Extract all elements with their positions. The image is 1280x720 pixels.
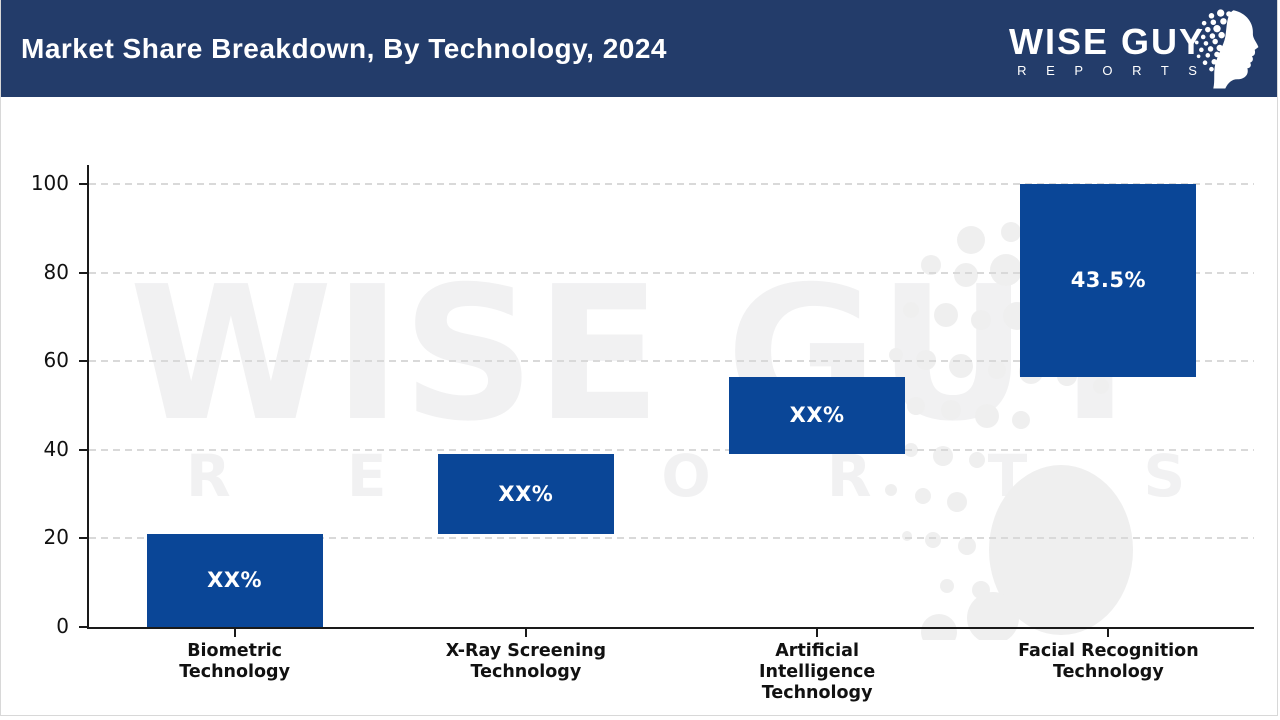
brand-logo: WISE GUY R E P O R T S (1009, 8, 1263, 92)
category-label-line: Biometric (187, 641, 283, 661)
y-tick-mark (79, 626, 87, 628)
y-tick-label: 80 (43, 259, 69, 284)
y-tick-label: 100 (30, 171, 69, 195)
bar-artificial-intelligence-technology: XX% (729, 376, 906, 455)
y-tick-label: 60 (43, 348, 69, 373)
watermark-tagline: R E P O R T S (186, 442, 1234, 510)
category-label-line: Technology (1052, 662, 1164, 682)
bar-facial-recognition-technology: 43.5% (1020, 184, 1197, 377)
bar-x-ray-screening-technology: XX% (437, 454, 614, 534)
bar-value-label: 43.5% (1070, 268, 1147, 293)
category-label-facial-recognition-technology: Facial Recognition Technology (978, 641, 1238, 683)
gridline-y-80 (89, 271, 1254, 274)
gridline-y-20 (89, 537, 1254, 540)
gridline-y-100 (89, 183, 1254, 185)
gridline-y-60 (89, 360, 1254, 363)
category-label-line: Facial Recognition (1018, 641, 1199, 661)
category-label-line: Technology (179, 662, 290, 682)
header-bar: Market Share Breakdown, By Technology, 2… (1, 0, 1277, 97)
watermark-wordmark: WISE GUY (129, 246, 1162, 462)
y-tick-label: 40 (43, 436, 69, 461)
face-profile-dots-icon (1171, 6, 1263, 95)
category-label-x-ray-screening-technology: X-Ray Screening Technology (396, 641, 656, 683)
category-label-line: X-Ray Screening (445, 641, 607, 661)
x-axis-line (87, 627, 1254, 629)
y-tick-label: 0 (56, 614, 69, 638)
y-tick-mark (79, 448, 87, 451)
category-label-artificial-intelligence-technology: Artificial Intelligence Technology (687, 641, 947, 704)
y-tick-mark (79, 271, 87, 274)
x-tick-mark (233, 629, 236, 637)
brand-logo-text: WISE GUY R E P O R T S (1008, 20, 1205, 78)
x-tick-mark (816, 629, 819, 637)
x-tick-mark (524, 629, 527, 637)
category-label-line: Technology (470, 662, 582, 682)
category-label-line: Intelligence (758, 662, 876, 682)
category-label-biometric-technology: Biometric Technology (105, 641, 365, 683)
gridline-y-40 (89, 448, 1254, 451)
chart-title: Market Share Breakdown, By Technology, 2… (21, 32, 668, 64)
x-tick-mark (1107, 629, 1110, 637)
bar-biometric-technology: XX% (146, 533, 323, 627)
y-tick-mark (79, 360, 87, 363)
y-tick-label: 20 (43, 525, 69, 550)
y-axis-line (87, 165, 89, 629)
brand-tagline: R E P O R T S (1017, 62, 1205, 78)
bar-value-label: XX% (207, 568, 263, 593)
category-label-line: Technology (761, 683, 873, 703)
bar-value-label: XX% (789, 403, 845, 428)
y-tick-mark (79, 537, 87, 540)
category-label-line: Artificial (775, 641, 859, 661)
brand-name: WISE GUY (1008, 20, 1205, 62)
y-tick-mark (79, 183, 87, 185)
bar-value-label: XX% (498, 482, 554, 507)
